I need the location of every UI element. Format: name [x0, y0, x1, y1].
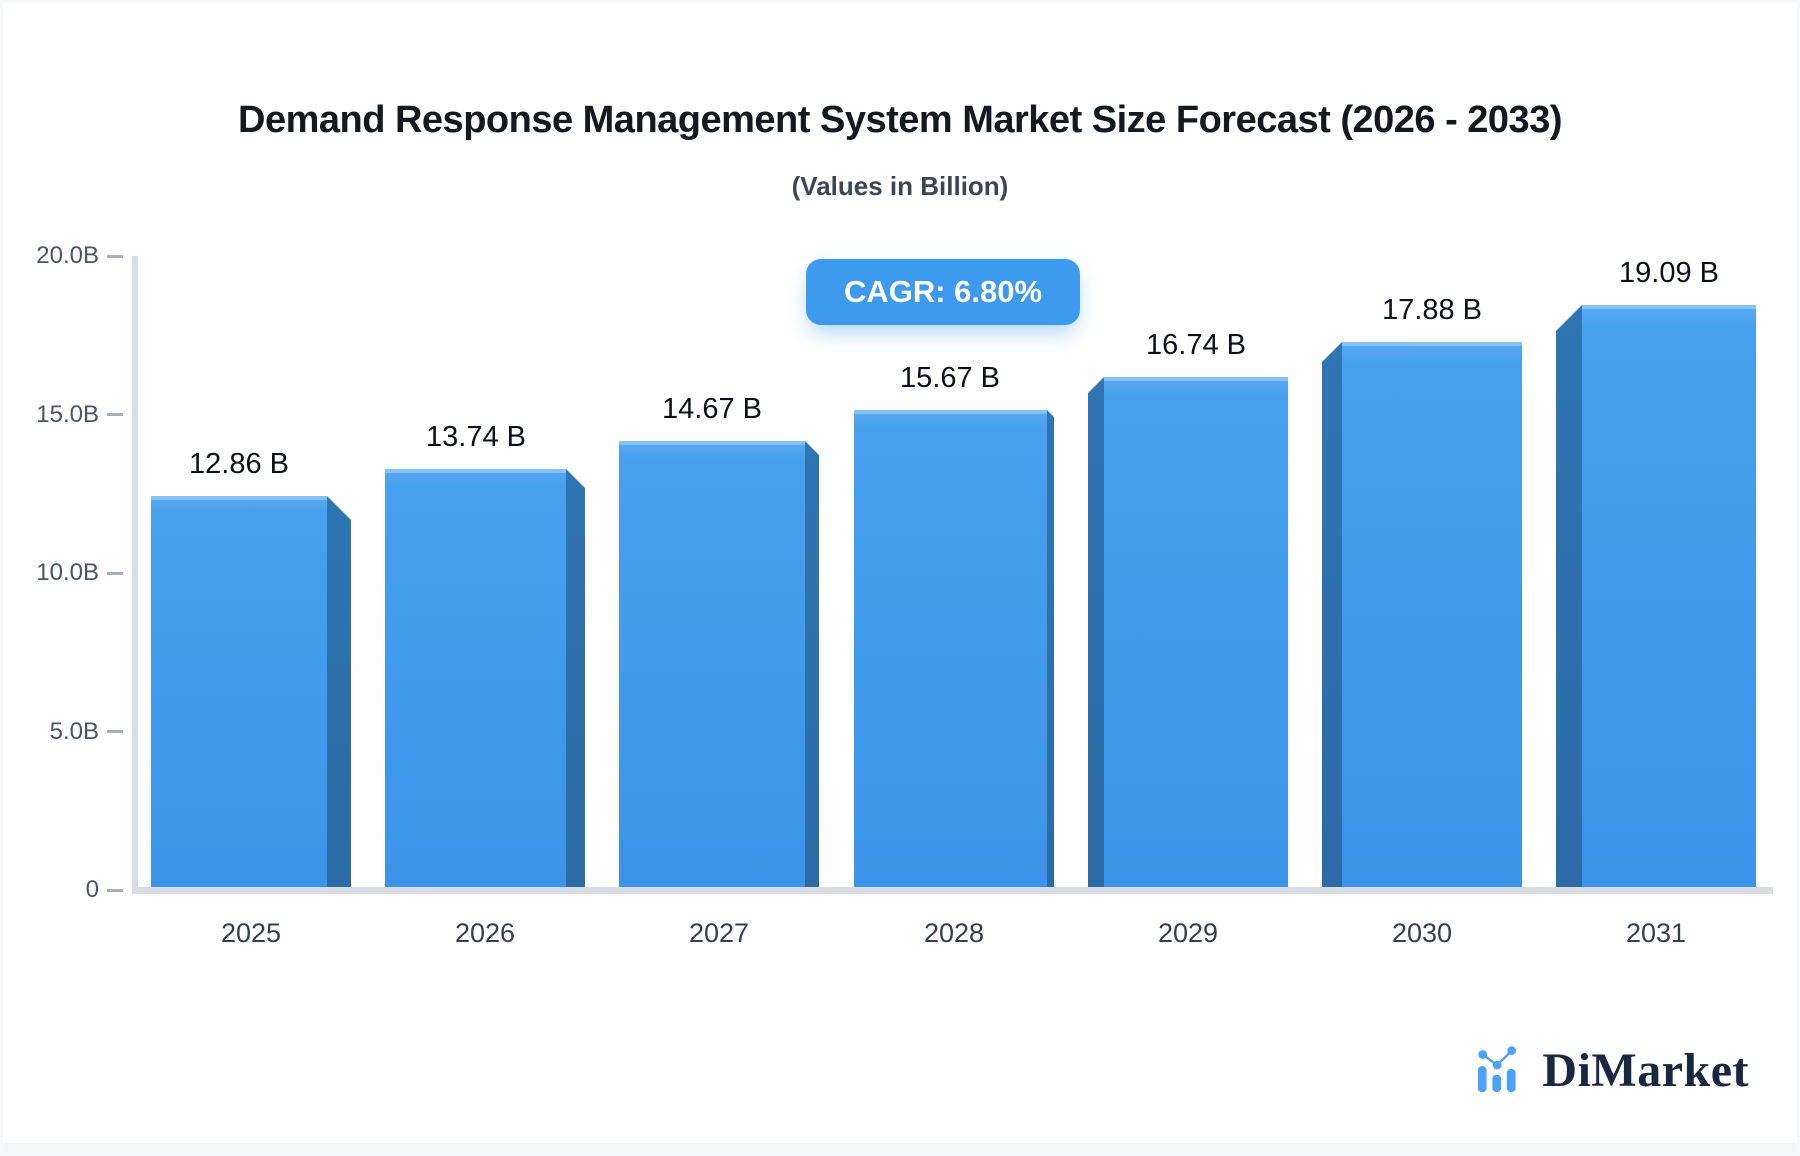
y-tick-label: 15.0B — [36, 400, 99, 428]
y-tick-mark — [107, 571, 123, 575]
bar-value-label: 14.67 B — [662, 393, 762, 425]
y-tick-mark — [107, 730, 123, 733]
x-tick-label: 2026 — [454, 918, 516, 948]
y-tick-mark — [107, 413, 123, 416]
y-tick-label: 10.0B — [36, 559, 99, 586]
x-tick-label: 2025 — [220, 918, 282, 948]
bar-2031[interactable] — [1556, 305, 1756, 890]
x-tick-label: 2027 — [688, 918, 750, 948]
y-tick-label: 20.0B — [36, 242, 99, 269]
bar-2030[interactable] — [1322, 342, 1522, 890]
chart-title: Demand Response Management System Market… — [238, 99, 1562, 141]
x-axis-line — [132, 887, 1773, 894]
bar-2029[interactable] — [1088, 377, 1288, 890]
y-axis-line — [132, 256, 138, 894]
brand-logo-text: DiMarket — [1542, 1044, 1749, 1097]
y-tick-mark — [107, 254, 123, 258]
bar-value-label: 15.67 B — [900, 362, 1000, 394]
chart-subtitle: (Values in Billion) — [791, 171, 1009, 201]
y-tick-label: 5.0B — [49, 717, 99, 745]
bottom-strip — [3, 1143, 1797, 1153]
x-tick-label: 2030 — [1391, 918, 1453, 948]
bar-value-label: 19.09 B — [1619, 257, 1719, 289]
bar-value-label: 16.74 B — [1146, 329, 1246, 361]
bar-value-label: 13.74 B — [426, 421, 526, 453]
bar-2025[interactable] — [151, 496, 351, 890]
mini-bar-line-chart-icon — [1474, 1039, 1532, 1102]
bar-2026[interactable] — [385, 469, 585, 890]
bar-2028[interactable] — [854, 410, 1054, 890]
x-tick-label: 2028 — [923, 918, 985, 948]
brand-logo: DiMarket — [1474, 1039, 1749, 1102]
y-tick-label: 0 — [85, 876, 99, 903]
bar-2027[interactable] — [619, 441, 819, 890]
bar-value-label: 12.86 B — [189, 448, 289, 480]
x-tick-label: 2029 — [1157, 918, 1219, 948]
bar-value-label: 17.88 B — [1382, 294, 1482, 326]
y-tick-mark — [107, 888, 123, 892]
x-tick-label: 2031 — [1625, 918, 1687, 948]
cagr-badge: CAGR: 6.80% — [806, 259, 1080, 325]
